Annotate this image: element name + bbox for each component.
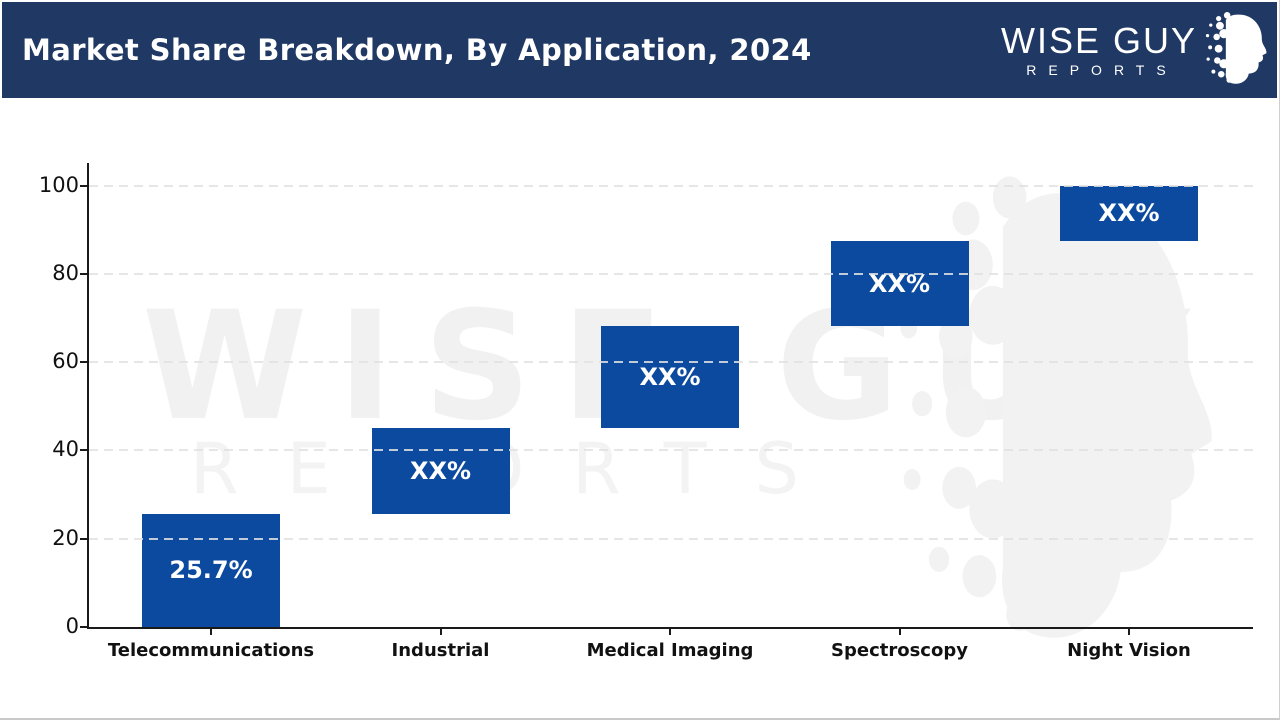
bar-medical-imaging (601, 325, 739, 429)
bar-industrial (371, 428, 510, 514)
y-axis-tick-label: 40 (52, 437, 79, 462)
y-axis-tickmark (80, 184, 88, 187)
gridline-100 (89, 184, 1253, 187)
x-axis-category-label: Telecommunications (107, 640, 315, 661)
x-axis-tickmark (898, 628, 901, 635)
x-axis-tickmark (439, 628, 442, 635)
wise-guy-logo: WISE GUY REPORTS (1001, 6, 1271, 94)
logo-wordmark: WISE GUY (1000, 19, 1197, 61)
logo-subtext: REPORTS (1026, 61, 1178, 78)
y-axis-line (87, 163, 89, 629)
bar-value-label: 25.7% (169, 556, 253, 585)
y-axis-tickmark (80, 626, 88, 628)
y-axis-tickmark (80, 449, 88, 452)
y-axis-tick-label: 0 (65, 614, 79, 638)
bar-value-label: XX% (868, 269, 931, 298)
x-axis-tickmark (210, 628, 212, 635)
x-axis-category-label: Medical Imaging (586, 640, 754, 661)
bar-spectroscopy (830, 241, 969, 326)
x-axis-category-label: Night Vision (1067, 640, 1191, 661)
x-axis-tickmark (1128, 628, 1130, 635)
y-axis-tickmark (80, 537, 88, 540)
x-axis-tickmark (669, 628, 671, 635)
x-axis-line (87, 627, 1253, 629)
bar-value-label: XX% (1098, 199, 1160, 228)
logo-text: WISE GUY REPORTS (1000, 19, 1197, 78)
gridline-80 (89, 272, 1253, 275)
gridline-20 (89, 537, 1253, 540)
x-axis-category-label: Industrial (391, 640, 490, 661)
gridline-40 (89, 449, 1253, 452)
y-axis-tick-label: 60 (52, 349, 79, 374)
chart-area: WISE GUY REPORTS 25.7% XX% XX% XX% XX% Telec… (0, 98, 1279, 718)
bar-telecommunications (142, 513, 280, 627)
y-axis-tickmark (80, 272, 88, 275)
page-title: Market Share Breakdown, By Application, … (22, 33, 812, 67)
watermark-subtext: REPORTS (190, 428, 847, 510)
gridline-60 (89, 361, 1253, 364)
y-axis-tickmark (80, 361, 88, 364)
logo-face-icon (1205, 12, 1267, 84)
bar-value-label: XX% (409, 456, 472, 485)
bar-value-label: XX% (639, 363, 701, 392)
y-axis-tick-label: 80 (52, 260, 79, 285)
x-axis-category-label: Spectroscopy (831, 640, 968, 661)
bar-night-vision (1060, 185, 1198, 242)
y-axis-tick-label: 100 (38, 172, 79, 197)
y-axis-tick-label: 20 (52, 525, 79, 550)
header: Market Share Breakdown, By Application, … (2, 2, 1277, 98)
